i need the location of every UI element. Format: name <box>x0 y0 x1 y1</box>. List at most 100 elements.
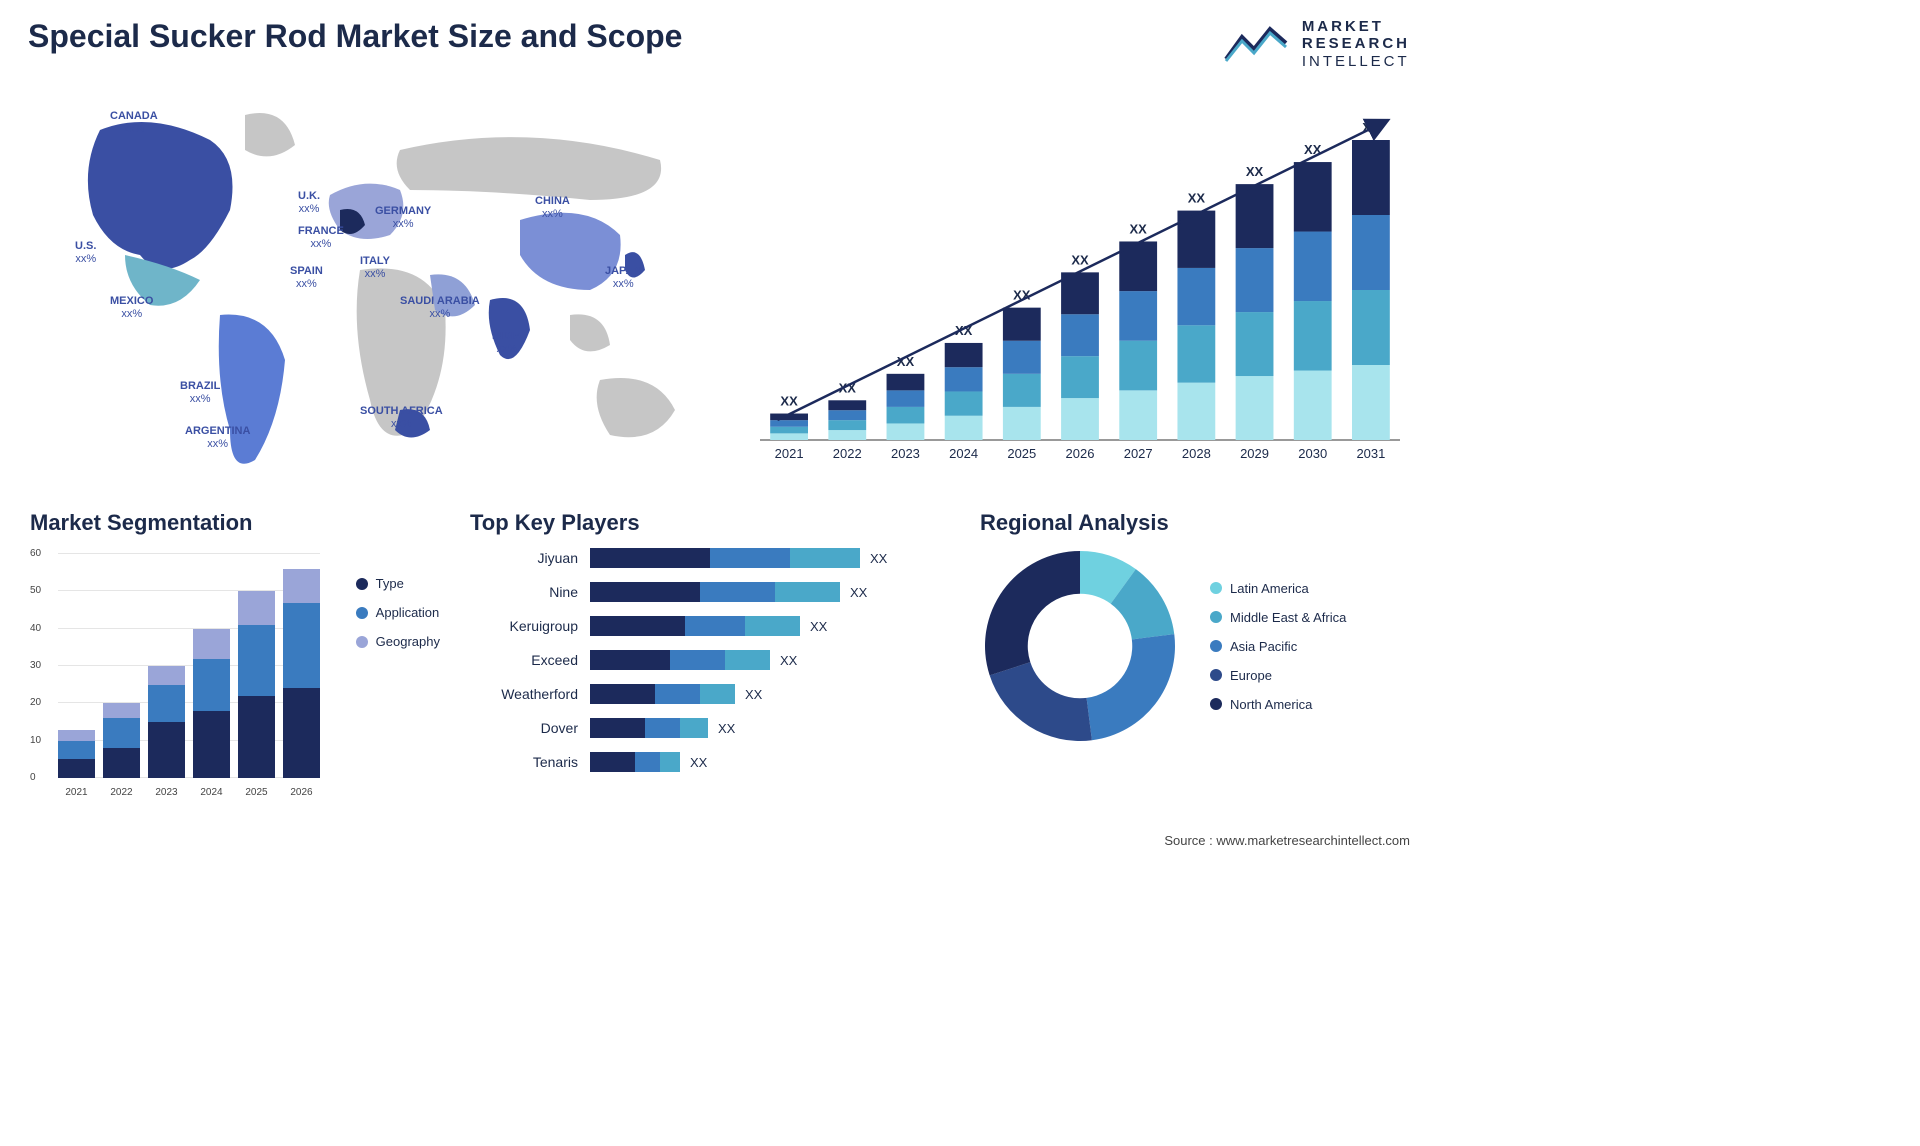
growth-x-label: 2022 <box>833 446 862 461</box>
growth-bar-segment <box>1003 407 1041 440</box>
seg-bar-segment <box>58 759 95 778</box>
regional-legend-item: Europe <box>1210 668 1346 683</box>
legend-label: Europe <box>1230 668 1272 683</box>
logo-line3: INTELLECT <box>1302 53 1410 70</box>
growth-bar-segment <box>1352 365 1390 440</box>
top-players-section: Top Key Players JiyuanXXNineXXKeruigroup… <box>470 510 960 772</box>
seg-bar-segment <box>193 711 230 778</box>
growth-bar-segment <box>1236 248 1274 312</box>
growth-bar-segment <box>887 423 925 440</box>
growth-bar-segment <box>1119 390 1157 440</box>
seg-x-label: 2021 <box>58 787 95 798</box>
player-bar-segment <box>745 616 800 636</box>
player-bar-segment <box>645 718 680 738</box>
player-bar-segment <box>590 718 645 738</box>
growth-x-label: 2025 <box>1007 446 1036 461</box>
legend-dot-icon <box>356 607 368 619</box>
seg-legend-item: Application <box>356 605 440 620</box>
logo-line1: MARKET <box>1302 18 1410 35</box>
growth-bar-segment <box>945 391 983 415</box>
player-bar <box>590 718 708 738</box>
legend-dot-icon <box>1210 582 1222 594</box>
legend-dot-icon <box>1210 698 1222 710</box>
growth-bar-segment <box>770 427 808 434</box>
seg-bar-segment <box>103 703 140 718</box>
growth-bar-value: XX <box>780 394 798 409</box>
growth-bar-value: XX <box>1130 221 1148 236</box>
seg-x-label: 2022 <box>103 787 140 798</box>
seg-x-label: 2025 <box>238 787 275 798</box>
growth-bar-segment <box>1119 291 1157 341</box>
seg-bar <box>283 554 320 778</box>
player-row: NineXX <box>470 582 960 602</box>
seg-bar-segment <box>193 629 230 659</box>
regional-title: Regional Analysis <box>980 510 1400 536</box>
player-bar-segment <box>590 582 700 602</box>
player-bar <box>590 582 840 602</box>
top-players-title: Top Key Players <box>470 510 960 536</box>
player-row: DoverXX <box>470 718 960 738</box>
seg-bar <box>148 554 185 778</box>
map-label: SOUTH AFRICAxx% <box>360 405 443 430</box>
growth-bar-segment <box>1061 356 1099 398</box>
player-bar <box>590 650 770 670</box>
player-value: XX <box>870 551 887 566</box>
growth-bar-value: XX <box>1188 191 1206 206</box>
player-value: XX <box>810 619 827 634</box>
map-label: CANADAxx% <box>110 110 158 135</box>
growth-bar-segment <box>1177 268 1215 325</box>
legend-label: Geography <box>376 634 440 649</box>
player-name: Nine <box>470 584 590 600</box>
growth-bar-segment <box>1177 383 1215 440</box>
growth-x-label: 2021 <box>775 446 804 461</box>
growth-bar-segment <box>1003 308 1041 341</box>
growth-bar-segment <box>828 420 866 430</box>
world-map: CANADAxx%U.S.xx%MEXICOxx%BRAZILxx%ARGENT… <box>30 80 710 480</box>
growth-bar-chart: XX2021XX2022XX2023XX2024XX2025XX2026XX20… <box>750 100 1410 470</box>
player-bar-segment <box>685 616 745 636</box>
regional-legend-item: North America <box>1210 697 1346 712</box>
growth-x-label: 2027 <box>1124 446 1153 461</box>
growth-bar-segment <box>1177 211 1215 268</box>
growth-x-label: 2024 <box>949 446 978 461</box>
growth-chart-svg: XX2021XX2022XX2023XX2024XX2025XX2026XX20… <box>750 100 1410 470</box>
player-row: WeatherfordXX <box>470 684 960 704</box>
growth-bar-segment <box>1352 140 1390 215</box>
growth-bar-segment <box>1236 184 1274 248</box>
seg-y-tick: 40 <box>30 623 41 634</box>
seg-bar-segment <box>283 569 320 603</box>
player-bar-segment <box>590 548 710 568</box>
map-label: SAUDI ARABIAxx% <box>400 295 480 320</box>
map-label: INDIAxx% <box>492 330 522 355</box>
growth-bar-segment <box>828 430 866 440</box>
brand-logo: MARKET RESEARCH INTELLECT <box>1222 18 1410 70</box>
seg-bar-segment <box>283 688 320 778</box>
seg-legend-item: Geography <box>356 634 440 649</box>
growth-bar-value: XX <box>1246 164 1264 179</box>
legend-label: Middle East & Africa <box>1230 610 1346 625</box>
legend-dot-icon <box>1210 611 1222 623</box>
growth-bar-segment <box>1236 312 1274 376</box>
legend-dot-icon <box>356 578 368 590</box>
player-name: Jiyuan <box>470 550 590 566</box>
seg-bar <box>58 554 95 778</box>
seg-x-label: 2023 <box>148 787 185 798</box>
growth-bar-segment <box>770 420 808 427</box>
seg-bar-segment <box>103 748 140 778</box>
logo-line2: RESEARCH <box>1302 35 1410 52</box>
map-label: U.S.xx% <box>75 240 96 265</box>
player-bar-segment <box>700 684 735 704</box>
growth-bar-segment <box>1119 341 1157 391</box>
map-label: ARGENTINAxx% <box>185 425 250 450</box>
growth-bar-segment <box>1294 301 1332 370</box>
map-label: CHINAxx% <box>535 195 570 220</box>
player-bar-segment <box>590 752 635 772</box>
player-bar-segment <box>590 650 670 670</box>
seg-y-tick: 30 <box>30 660 41 671</box>
regional-section: Regional Analysis Latin AmericaMiddle Ea… <box>980 510 1400 746</box>
player-bar <box>590 752 680 772</box>
seg-bar-segment <box>148 722 185 778</box>
seg-bar-segment <box>238 696 275 778</box>
player-bar-segment <box>775 582 840 602</box>
player-name: Tenaris <box>470 754 590 770</box>
